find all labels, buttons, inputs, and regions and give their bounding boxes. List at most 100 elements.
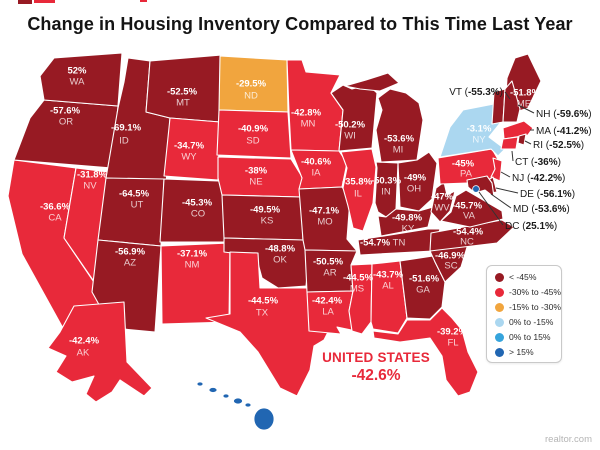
- state-abbr-AZ: AZ: [124, 258, 136, 269]
- state-value-ID: -69.1%: [111, 123, 142, 134]
- state-abbr-WV: WV: [434, 203, 450, 214]
- state-RI: [517, 133, 527, 146]
- state-value-TN: -54.7%: [360, 238, 391, 249]
- state-abbr-MO: MO: [317, 217, 332, 228]
- state-abbr-WI: WI: [344, 131, 356, 142]
- state-value-MO: -47.1%: [309, 206, 340, 217]
- state-value-MI: -53.6%: [384, 134, 415, 145]
- callout-MA: MA (-41.2%): [536, 126, 592, 137]
- state-abbr-GA: GA: [416, 285, 430, 296]
- state-value-MS: -44.5%: [343, 273, 374, 284]
- callout-VT: VT (-55.3%): [449, 87, 503, 98]
- callout-line-CT: [511, 150, 514, 162]
- state-abbr-AL: AL: [382, 281, 394, 292]
- state-abbr-CA: CA: [48, 213, 62, 224]
- state-HI: [253, 407, 275, 431]
- callout-line-NJ: [500, 171, 511, 178]
- state-MI: [375, 88, 424, 163]
- callout-NJ: NJ (-42.2%): [512, 173, 565, 184]
- state-value-CO: -45.3%: [182, 198, 213, 209]
- state-TX: [205, 251, 337, 397]
- state-value-ND: -29.5%: [236, 79, 267, 90]
- state-abbr-WA: WA: [70, 77, 86, 88]
- state-abbr-AR: AR: [323, 268, 336, 279]
- state-value-AR: -50.5%: [313, 257, 344, 268]
- state-abbr-NE: NE: [249, 177, 262, 188]
- state-abbr-NY: NY: [472, 135, 486, 146]
- state-value-WA: 52%: [67, 66, 87, 77]
- state-HI: [244, 402, 252, 408]
- state-abbr-VA: VA: [463, 211, 476, 222]
- state-HI: [196, 381, 204, 387]
- state-value-PA: -45%: [452, 159, 475, 170]
- watermark: realtor.com: [545, 434, 592, 445]
- callout-line-DC: [478, 191, 504, 226]
- state-abbr-NM: NM: [185, 260, 200, 271]
- state-CT: [500, 136, 519, 150]
- callout-MD: MD (-53.6%): [513, 204, 570, 215]
- callout-line-VT: [504, 91, 511, 100]
- legend-dot: [495, 272, 504, 282]
- map-edge-fragment: [18, 0, 32, 4]
- state-MN: [286, 59, 344, 152]
- state-abbr-UT: UT: [131, 200, 144, 211]
- legend-item: 0% to -15%: [495, 317, 555, 327]
- callout-RI: RI (-52.5%): [533, 140, 584, 151]
- state-value-TX: -44.5%: [248, 296, 279, 307]
- state-value-IA: -40.6%: [301, 157, 332, 168]
- callout-line-DE: [495, 187, 519, 194]
- legend-item: > 15%: [495, 347, 555, 357]
- page-title: Change in Housing Inventory Compared to …: [27, 14, 573, 34]
- state-value-MT: -52.5%: [167, 87, 198, 98]
- state-value-FL: -39.2%: [437, 327, 468, 338]
- state-abbr-OK: OK: [273, 255, 287, 266]
- callout-NH: NH (-59.6%): [536, 109, 592, 120]
- state-MA: [502, 120, 534, 140]
- legend: < -45% -30% to -45% -15% to -30% 0% to -15%…: [486, 265, 562, 363]
- state-abbr-HI: HI: [226, 420, 236, 431]
- map-edge-fragment: [140, 0, 147, 2]
- state-abbr-OR: OR: [59, 117, 73, 128]
- state-value-NE: -38%: [245, 166, 268, 177]
- state-abbr-MI: MI: [393, 145, 404, 156]
- state-value-UT: -64.5%: [119, 189, 150, 200]
- us-total-value: -42.6%: [351, 367, 401, 384]
- state-KY: [377, 206, 434, 237]
- state-value-OR: -57.6%: [50, 106, 81, 117]
- us-total: UNITED STATES -42.6%: [318, 350, 434, 385]
- state-abbr-AK: AK: [77, 348, 90, 359]
- state-abbr-TX: TX: [256, 308, 269, 319]
- state-value-NM: -37.1%: [177, 249, 208, 260]
- legend-item: -30% to -45%: [495, 287, 561, 297]
- state-AK: [47, 301, 153, 403]
- legend-item: < -45%: [495, 272, 555, 282]
- state-abbr-ME: ME: [517, 99, 531, 110]
- state-value-AK: -42.4%: [69, 336, 100, 347]
- state-abbr-IN: IN: [381, 187, 391, 198]
- state-abbr-PA: PA: [460, 169, 473, 180]
- us-total-label: UNITED STATES: [322, 350, 430, 365]
- callout-DE: DE (-56.1%): [520, 189, 575, 200]
- state-abbr-MT: MT: [176, 98, 190, 109]
- state-value-IN: -50.3%: [371, 176, 402, 187]
- legend-label: 0% to 15%: [509, 332, 551, 342]
- state-value-WV: -47%: [431, 192, 454, 203]
- legend-item: -15% to -30%: [495, 302, 561, 312]
- legend-label: -15% to -30%: [509, 302, 562, 312]
- state-abbr-KY: KY: [402, 224, 415, 235]
- state-value-MN: -42.8%: [291, 108, 322, 119]
- state-HI: [208, 387, 218, 393]
- legend-label: < -45%: [509, 272, 537, 282]
- state-value-AL: -43.7%: [373, 270, 404, 281]
- state-abbr-ND: ND: [244, 91, 258, 102]
- callout-line-NH: [517, 104, 535, 114]
- state-value-WI: -50.2%: [335, 120, 366, 131]
- state-abbr-IL: IL: [354, 189, 362, 200]
- legend-dot: [495, 347, 504, 357]
- state-NH: [502, 80, 521, 123]
- state-abbr-SD: SD: [246, 136, 259, 147]
- callout-line-MD: [490, 193, 512, 209]
- state-abbr-CO: CO: [191, 209, 205, 220]
